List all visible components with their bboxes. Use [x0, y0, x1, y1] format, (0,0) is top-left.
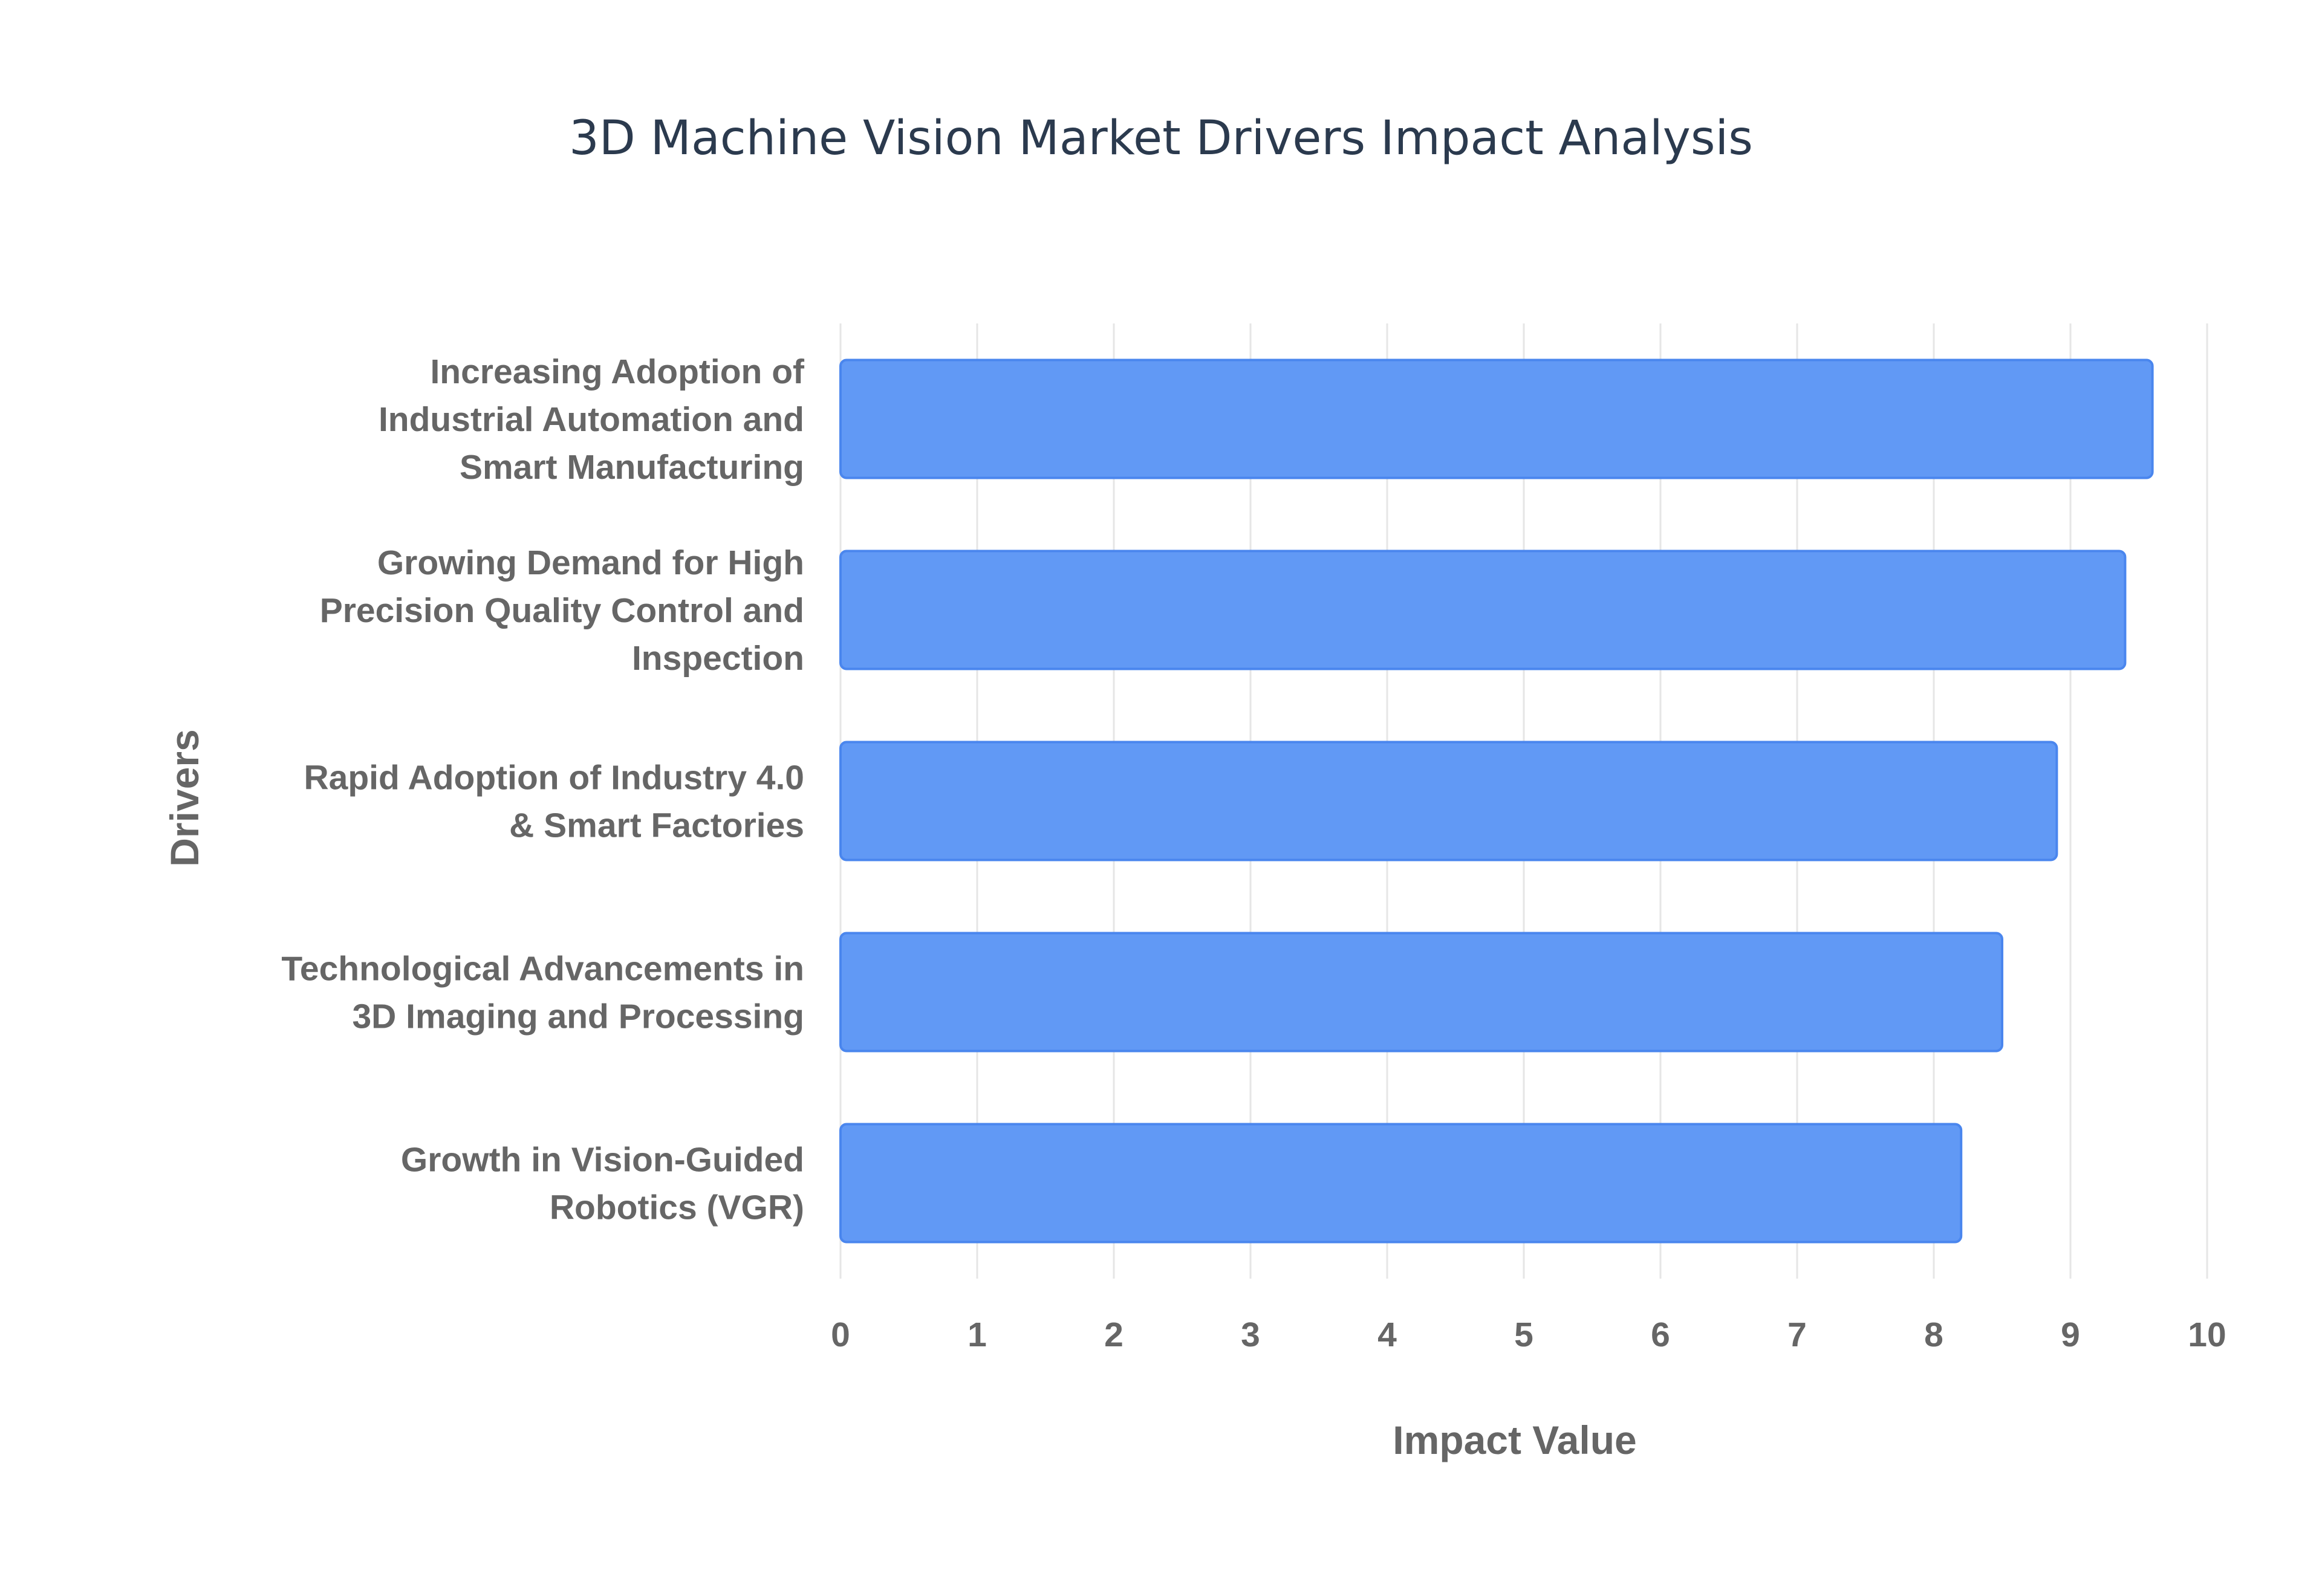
x-tick-label-7: 7 [1787, 1315, 1807, 1354]
bars [839, 358, 2154, 1244]
category-label-5: Growth in Vision-Guided Robotics (VGR) [401, 1141, 804, 1227]
bar-2 [839, 550, 2127, 670]
x-tick-label-1: 1 [968, 1315, 987, 1354]
category-label-2: Growing Demand for High Precision Quality… [320, 543, 804, 678]
x-tick-label-5: 5 [1514, 1315, 1533, 1354]
bar-3 [839, 741, 2058, 861]
bar-4 [839, 932, 2003, 1053]
category-label-3: Rapid Adoption of Industry 4.0 & Smart Fa… [304, 759, 804, 845]
x-tick-label-6: 6 [1651, 1315, 1670, 1354]
x-axis-title: Impact Value [1393, 1418, 1637, 1462]
x-tick-label-3: 3 [1241, 1315, 1260, 1354]
y-category-labels: Increasing Adoption of Industrial Automat… [281, 352, 805, 1227]
category-label-4: Technological Advancements in 3D Imaging … [281, 950, 804, 1036]
bar-5 [839, 1123, 1963, 1244]
x-tick-label-10: 10 [2188, 1315, 2226, 1354]
x-tick-labels: 0 1 2 3 4 5 6 7 8 9 10 [831, 1315, 2226, 1354]
category-label-1: Increasing Adoption of Industrial Automat… [379, 352, 805, 487]
y-axis-title: Drivers [162, 729, 207, 867]
bar-1 [839, 358, 2154, 479]
chart-title: 3D Machine Vision Market Drivers Impact … [569, 111, 1753, 166]
x-tick-label-4: 4 [1377, 1315, 1397, 1354]
x-tick-label-8: 8 [1924, 1315, 1943, 1354]
x-tick-label-2: 2 [1104, 1315, 1124, 1354]
x-tick-label-9: 9 [2061, 1315, 2080, 1354]
x-tick-label-0: 0 [831, 1315, 850, 1354]
